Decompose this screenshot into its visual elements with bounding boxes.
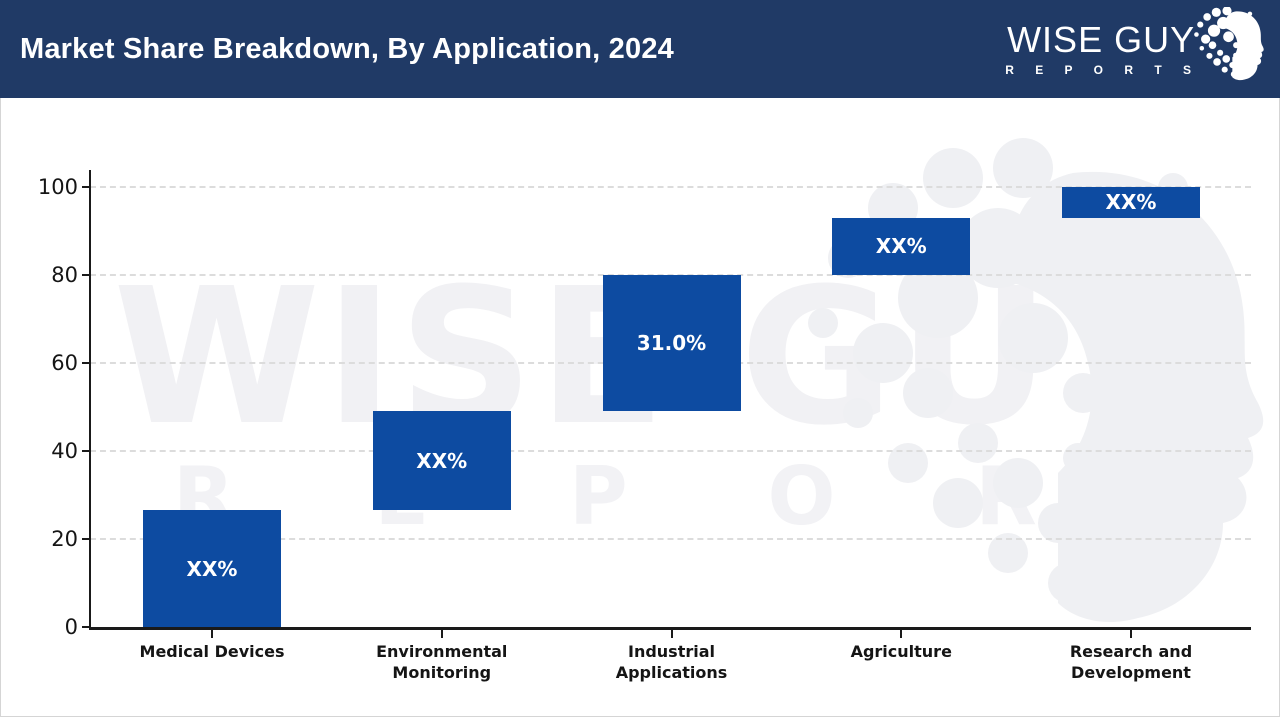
brand-logo-text: WISE GUY R E P O R T S <box>1002 19 1200 77</box>
gridline-20 <box>90 538 1251 540</box>
y-tick-40 <box>82 450 90 452</box>
bar-value-label: XX% <box>1105 190 1157 215</box>
y-tick-100 <box>82 186 90 188</box>
bar-value-label: XX% <box>416 448 468 473</box>
x-category-label: Agriculture <box>850 642 952 661</box>
bar-environmental-monitoring: XX% <box>372 411 511 511</box>
y-tick-0 <box>82 626 90 628</box>
head-dots-icon <box>1184 7 1270 91</box>
x-tick-2 <box>670 630 673 638</box>
bar-industrial-applications: 31.0% <box>602 275 741 412</box>
gridline-100 <box>90 186 1251 188</box>
y-tick-label-60: 60 <box>51 351 78 375</box>
y-tick-20 <box>82 538 90 540</box>
gridline-40 <box>90 450 1251 452</box>
y-axis-line <box>89 170 91 629</box>
y-tick-label-0: 0 <box>64 615 78 639</box>
brand-subname: R E P O R T S <box>1005 63 1200 77</box>
y-tick-60 <box>82 362 90 364</box>
x-category-label: Environmental Monitoring <box>376 642 508 682</box>
header-bar: Market Share Breakdown, By Application, … <box>0 0 1280 98</box>
x-category-label: Industrial Applications <box>615 642 728 682</box>
bar-medical-devices: XX% <box>143 510 281 627</box>
x-tick-4 <box>1130 630 1132 638</box>
bar-value-label: XX% <box>875 234 927 259</box>
brand-name: WISE GUY <box>1007 19 1196 60</box>
bar-value-label: 31.0% <box>636 331 707 356</box>
y-tick-label-40: 40 <box>51 439 78 463</box>
brand-logo: WISE GUY R E P O R T S <box>1002 7 1280 91</box>
x-tick-3 <box>900 630 903 638</box>
x-axis-line <box>89 627 1251 630</box>
bar-value-label: XX% <box>186 556 238 581</box>
x-tick-0 <box>211 630 213 638</box>
x-category-label: Research and Development <box>1069 642 1193 682</box>
bar-agriculture: XX% <box>832 217 971 275</box>
page-title: Market Share Breakdown, By Application, … <box>20 32 674 65</box>
bar-research-and-development: XX% <box>1062 187 1200 218</box>
chart-area: WISE GUY R E P O R T S 020406080100XX%Me… <box>0 98 1280 717</box>
y-tick-label-20: 20 <box>51 527 78 551</box>
y-tick-label-80: 80 <box>51 263 78 287</box>
y-tick-80 <box>82 274 90 276</box>
y-tick-label-100: 100 <box>37 175 78 199</box>
x-tick-1 <box>440 630 443 638</box>
x-category-label: Medical Devices <box>139 642 285 661</box>
